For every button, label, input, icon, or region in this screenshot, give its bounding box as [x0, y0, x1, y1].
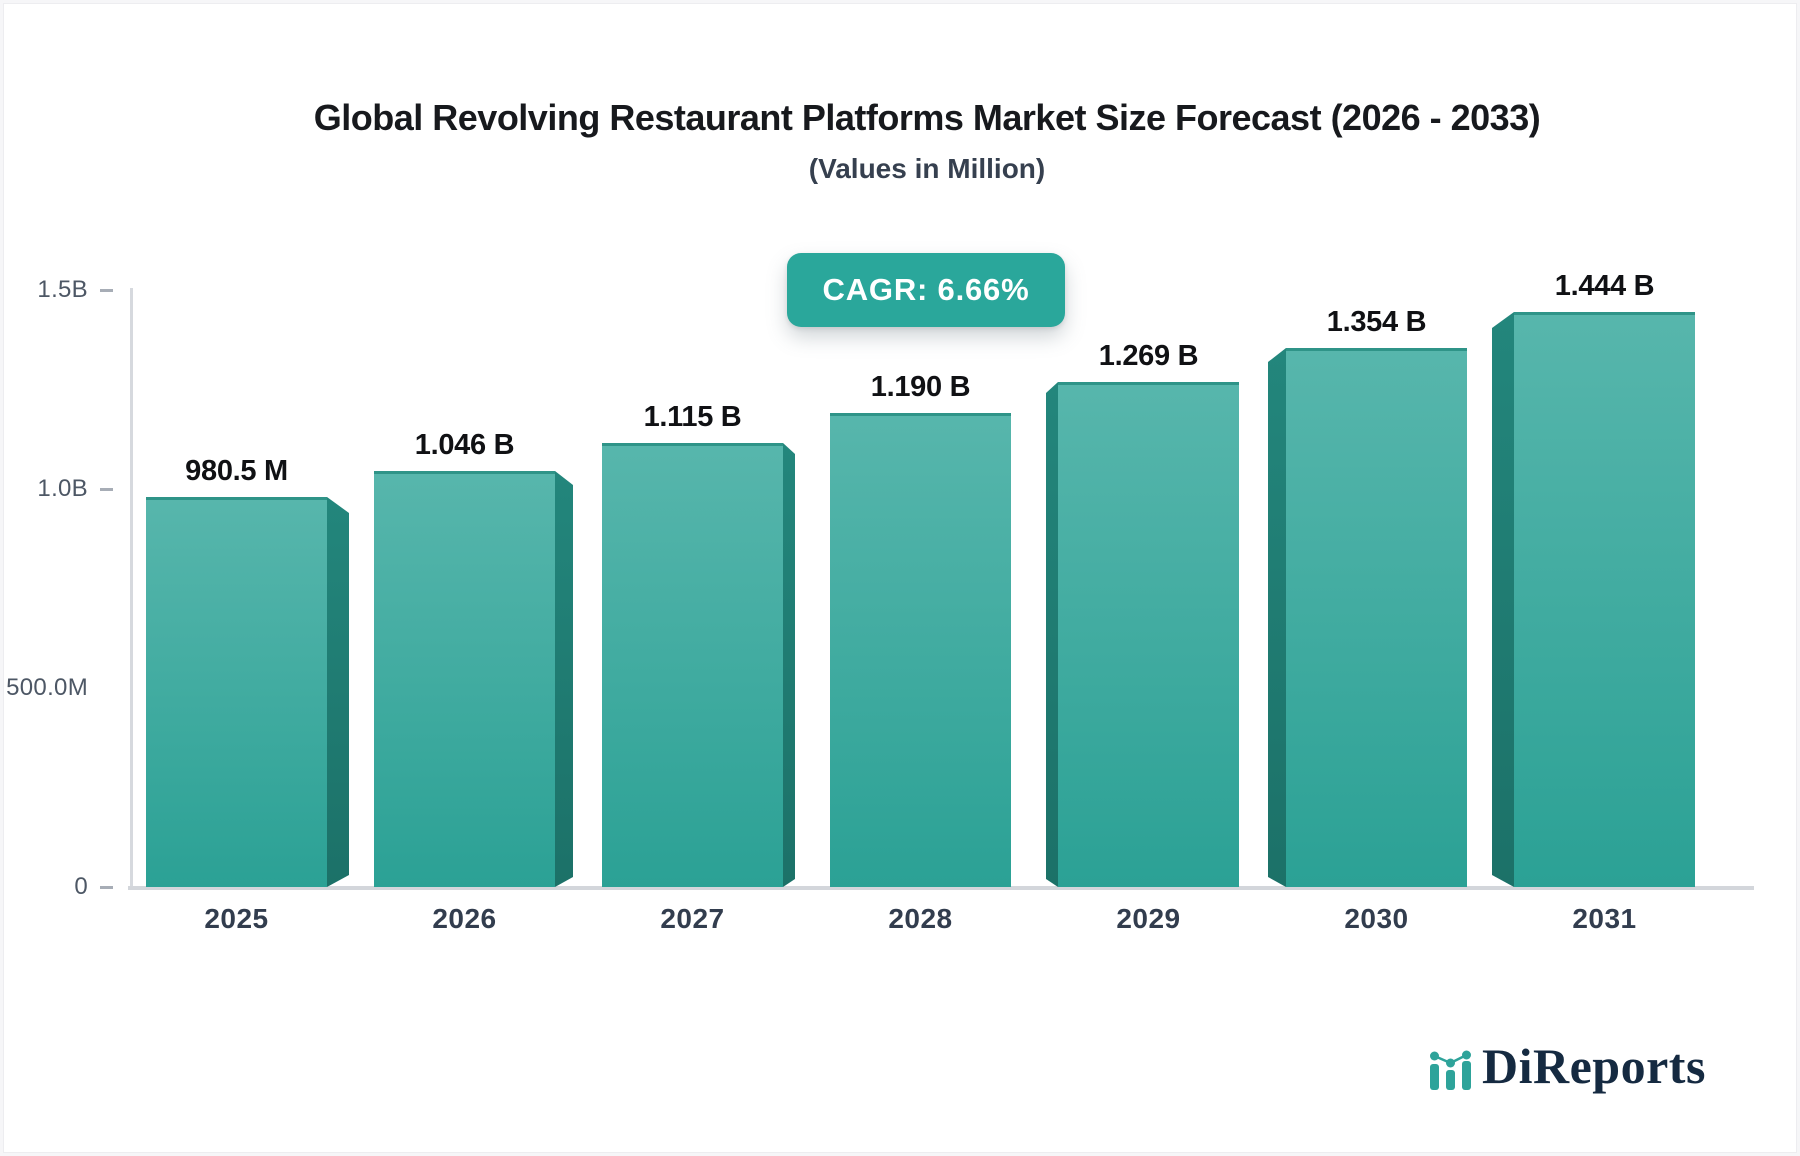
x-axis-label: 2027 [660, 903, 725, 934]
bar-value-label: 980.5 M [185, 455, 288, 487]
x-axis-label: 2029 [1116, 903, 1181, 934]
bar-2030 [1286, 348, 1467, 887]
x-axis-label: 2030 [1344, 903, 1409, 934]
bar-3d-side [555, 471, 573, 887]
logo-text: DiReports [1482, 1038, 1706, 1094]
chart-subtitle: (Values in Million) [808, 153, 1046, 184]
y-tick: 1.5B [0, 275, 113, 305]
x-axis-label: 2028 [888, 903, 953, 934]
bar-value-label: 1.046 B [414, 429, 515, 461]
cagr-badge: CAGR: 6.66% [787, 253, 1065, 327]
x-axis-line [128, 886, 1754, 890]
x-axis-label: 2025 [204, 903, 269, 934]
bar-value-label: 1.354 B [1326, 306, 1427, 338]
bar-3d-side [783, 443, 795, 887]
y-tick-label: 0 [74, 873, 88, 900]
y-tick-label: 500.0M [6, 674, 88, 701]
y-tick: 0 [0, 872, 113, 902]
y-axis-line [130, 288, 133, 888]
y-tick-label: 1.5B [37, 276, 88, 303]
bar-2029 [1058, 382, 1239, 887]
bar-2028 [830, 413, 1011, 887]
bar-value-label: 1.444 B [1554, 270, 1655, 302]
bar-2027 [602, 443, 783, 887]
y-tick-label: 1.0B [37, 475, 88, 502]
y-tick: 1.0B [0, 474, 113, 504]
cagr-badge-label: CAGR: 6.66% [822, 272, 1030, 307]
bar-3d-side [327, 497, 349, 887]
y-tick: 500.0M [0, 673, 113, 703]
x-axis-label: 2031 [1572, 903, 1637, 934]
bar-3d-side [1046, 382, 1058, 887]
y-tick-dash-icon [100, 288, 113, 292]
chart-header: Global Revolving Restaurant Platforms Ma… [54, 0, 1800, 186]
bar-2031 [1514, 312, 1695, 887]
bar-3d-side [1492, 312, 1514, 887]
chart-title: Global Revolving Restaurant Platforms Ma… [313, 97, 1541, 138]
bar-value-label: 1.115 B [643, 401, 742, 433]
y-tick-dash-icon [100, 885, 113, 889]
bar-value-label: 1.190 B [870, 371, 971, 403]
x-axis-label: 2026 [432, 903, 497, 934]
bar-line-chart-logo-icon [1430, 1050, 1471, 1090]
brand-logo: DiReports [1430, 1040, 1706, 1092]
bar-2026 [374, 471, 555, 887]
bar-value-label: 1.269 B [1098, 340, 1199, 372]
bar-2025 [146, 497, 327, 887]
y-tick-dash-icon [100, 487, 113, 491]
bar-3d-side [1268, 348, 1286, 887]
